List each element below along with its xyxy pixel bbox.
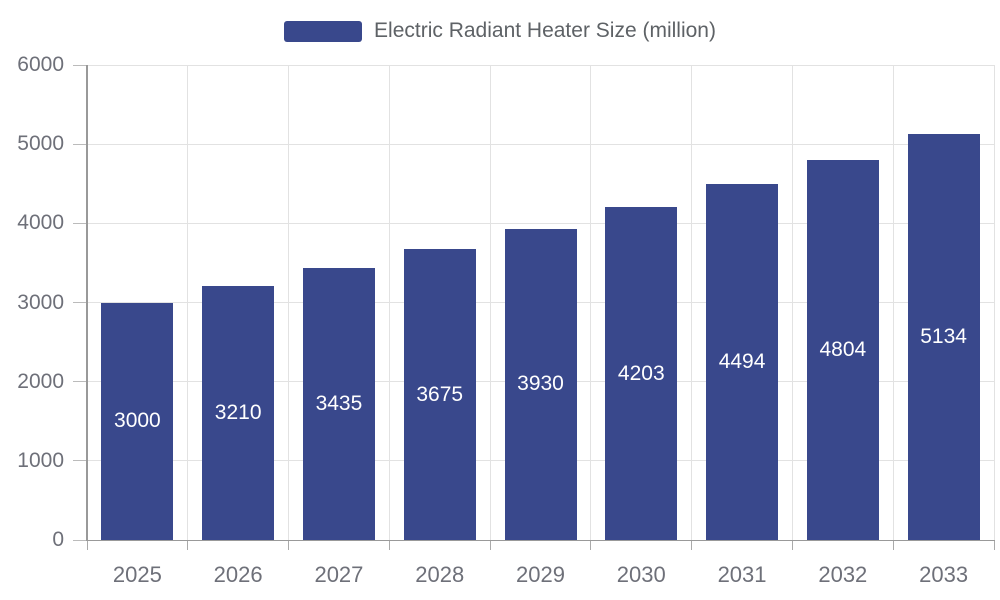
- x-axis-tick: [892, 540, 894, 550]
- bar[interactable]: [907, 133, 980, 540]
- x-axis-tick: [187, 540, 189, 550]
- gridline-vertical: [590, 65, 592, 540]
- gridline-horizontal: [87, 222, 994, 224]
- x-axis-tick: [791, 540, 793, 550]
- bar[interactable]: [302, 268, 375, 540]
- bar-value-label: 4203: [617, 361, 665, 385]
- bar[interactable]: [706, 184, 779, 540]
- x-axis-line: [86, 539, 995, 541]
- y-axis-label: 3000: [17, 290, 64, 314]
- bar-value-label: 4494: [718, 350, 766, 374]
- gridline-horizontal: [87, 64, 994, 66]
- x-axis-label: 2026: [213, 562, 263, 587]
- bar[interactable]: [504, 228, 577, 540]
- y-axis-label: 6000: [17, 53, 64, 76]
- x-axis-tick: [288, 540, 290, 550]
- gridline-vertical: [791, 65, 793, 540]
- x-axis-tick: [590, 540, 592, 550]
- y-axis-tick: [73, 302, 87, 303]
- x-axis-tick: [691, 540, 693, 550]
- bar[interactable]: [202, 285, 275, 540]
- y-axis-tick: [73, 460, 87, 462]
- y-axis-tick: [73, 222, 87, 224]
- y-axis-label: 4000: [17, 211, 64, 235]
- y-axis-label: 1000: [17, 448, 64, 472]
- gridline-vertical: [187, 65, 189, 540]
- y-axis-tick: [73, 381, 87, 383]
- y-axis-label: 0: [52, 528, 64, 551]
- x-axis-label: 2031: [717, 562, 767, 587]
- gridline-vertical: [892, 65, 894, 540]
- y-axis-label: 5000: [17, 132, 64, 156]
- legend[interactable]: Electric Radiant Heater Size (million): [0, 18, 1000, 44]
- legend-label: Electric Radiant Heater Size (million): [374, 19, 716, 42]
- y-axis-tick: [73, 64, 87, 66]
- x-axis-tick: [993, 540, 995, 550]
- gridline-vertical: [288, 65, 290, 540]
- x-axis-label: 2030: [616, 562, 666, 587]
- bar-value-label: 3210: [214, 400, 262, 424]
- x-axis-label: 2029: [516, 562, 565, 587]
- gridline-vertical: [388, 65, 390, 540]
- y-axis-line: [86, 65, 88, 541]
- x-axis-label: 2025: [112, 562, 162, 587]
- bar[interactable]: [605, 207, 678, 540]
- bar[interactable]: [806, 159, 879, 540]
- gridline-vertical: [691, 65, 693, 540]
- gridline-vertical: [489, 65, 491, 540]
- x-axis-tick: [489, 540, 491, 550]
- x-axis-label: 2032: [818, 562, 868, 587]
- bar-value-label: 4804: [819, 337, 867, 361]
- x-axis-tick: [388, 540, 390, 550]
- y-axis-tick: [73, 539, 87, 541]
- y-axis-tick: [73, 143, 87, 145]
- x-axis-tick: [86, 540, 88, 550]
- bar-value-label: 3930: [517, 372, 564, 396]
- bar-value-label: 5134: [920, 324, 967, 348]
- bar[interactable]: [403, 249, 476, 540]
- x-axis-label: 2028: [415, 562, 465, 587]
- bar-value-label: 3435: [315, 392, 363, 416]
- gridline-horizontal: [87, 143, 994, 145]
- bar-value-label: 3675: [416, 382, 464, 406]
- bar-value-label: 3000: [114, 409, 161, 433]
- bar[interactable]: [101, 302, 174, 540]
- x-axis-label: 2027: [314, 562, 364, 587]
- gridline-vertical: [993, 65, 995, 540]
- legend-swatch-icon: [284, 20, 363, 42]
- y-axis-label: 2000: [17, 369, 64, 393]
- x-axis-label: 2033: [919, 562, 969, 587]
